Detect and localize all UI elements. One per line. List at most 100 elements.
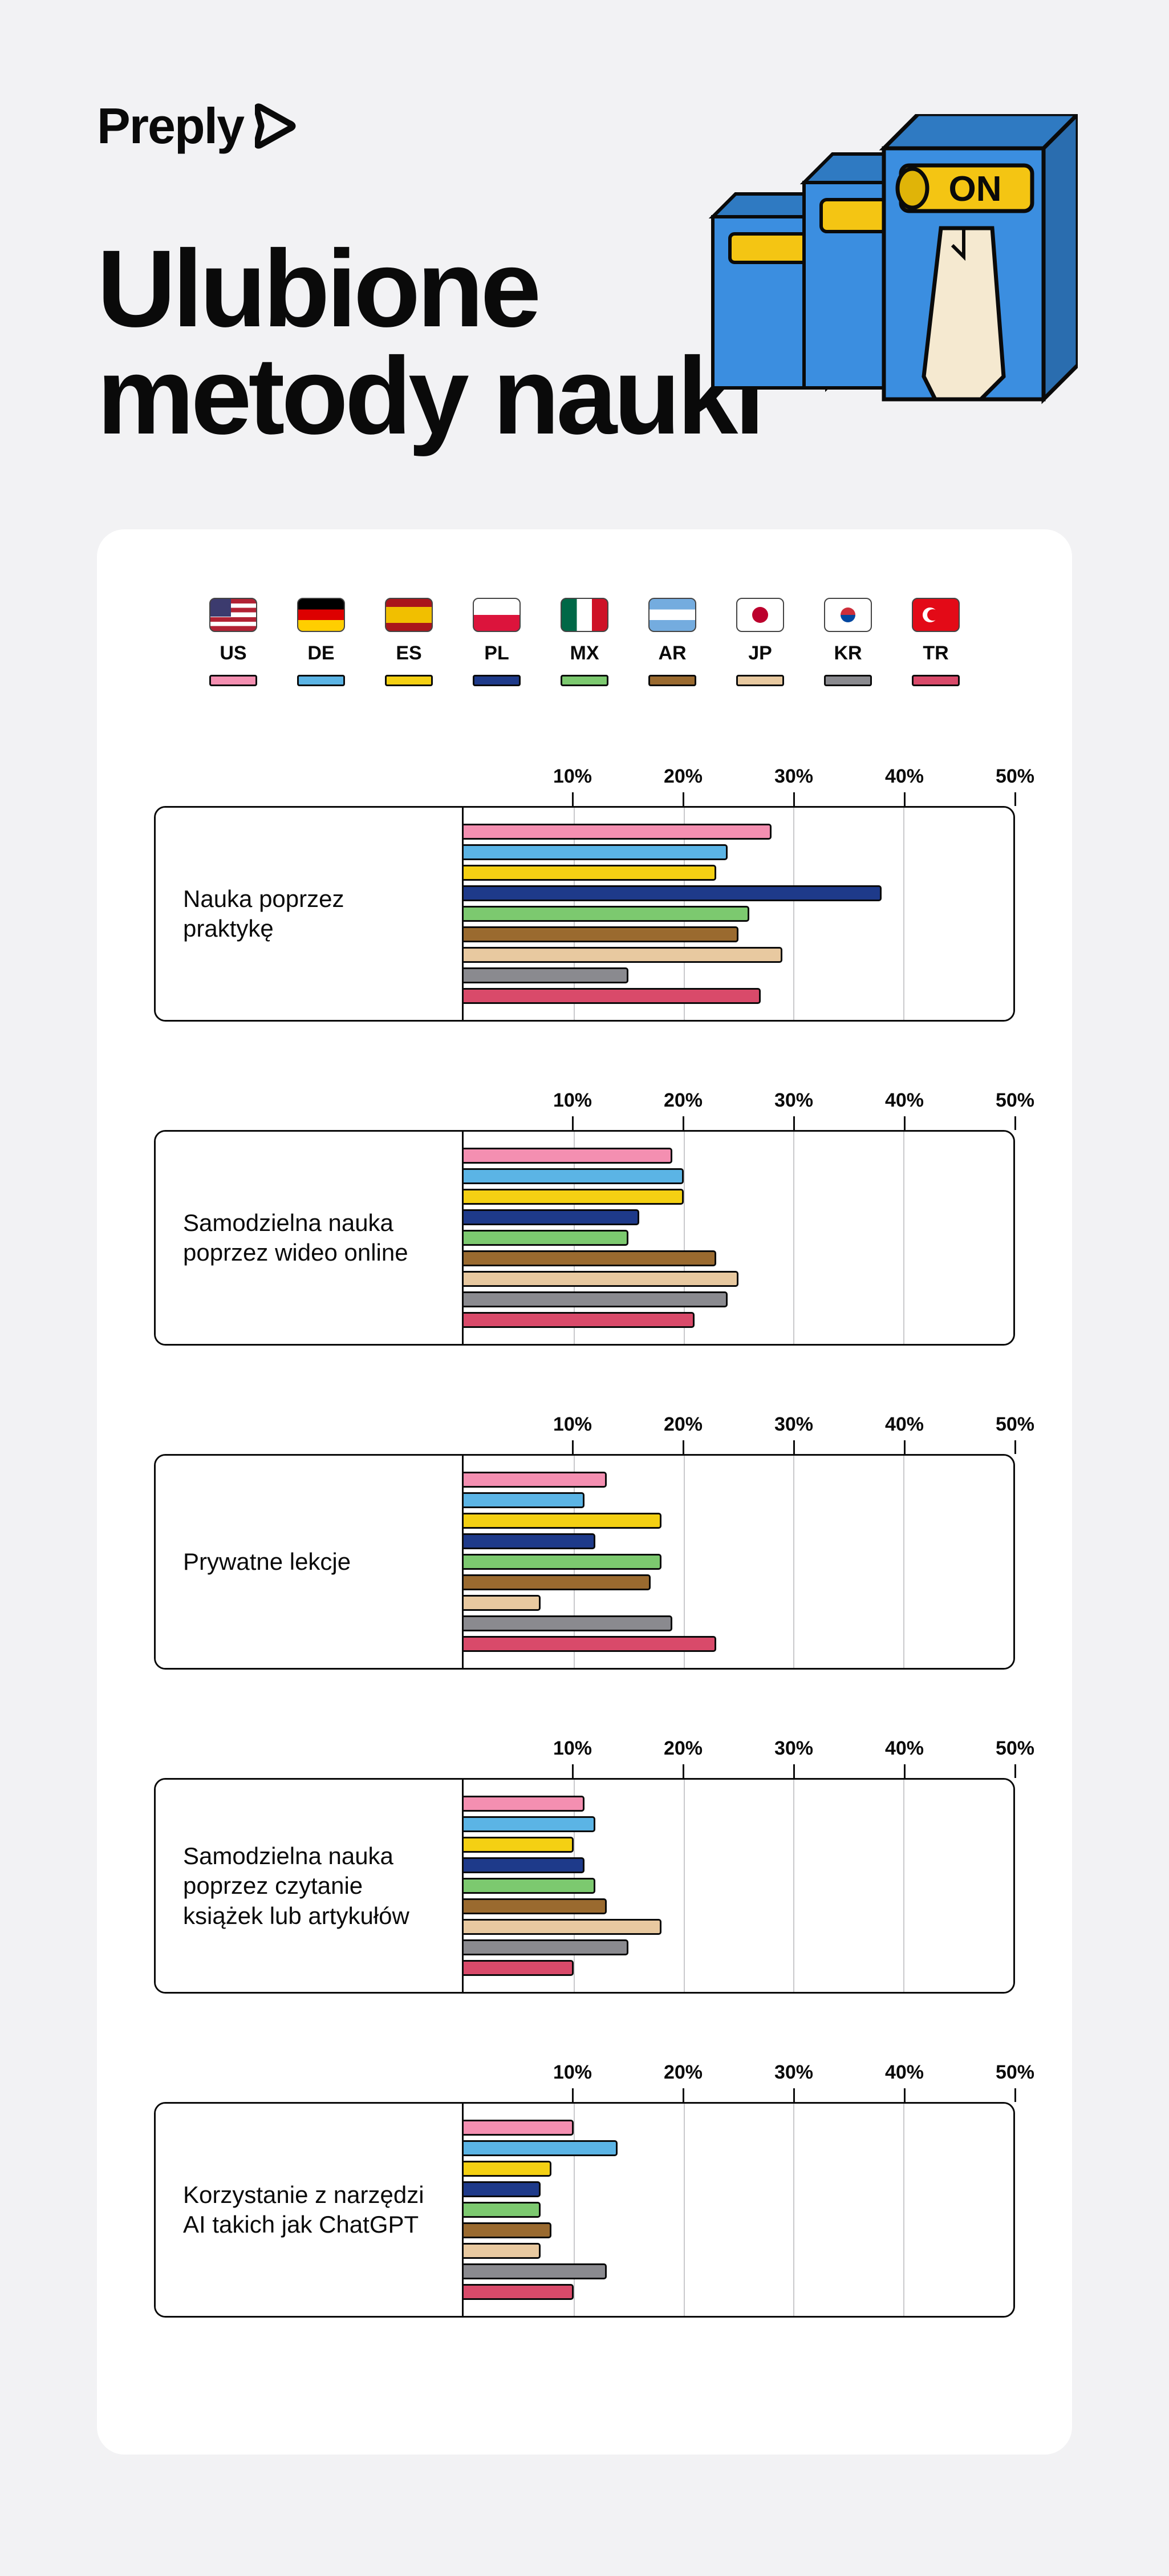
axis-label: 20% <box>664 1413 703 1436</box>
flag-icon-ar <box>648 598 696 632</box>
chart-body: Nauka poprzez praktykę <box>154 806 1015 1022</box>
bar-tr <box>464 988 761 1004</box>
chart-label-cell: Korzystanie z narzędzi AI takich jak Cha… <box>156 2104 464 2316</box>
axis-tick: 20% <box>664 2061 703 2102</box>
bars-cell <box>464 1456 1013 1668</box>
bar-pl <box>464 1533 595 1549</box>
axis-tick: 40% <box>885 1413 924 1454</box>
bar-us <box>464 1472 607 1488</box>
axis-label: 20% <box>664 2061 703 2084</box>
legend-item-jp: JP <box>729 598 791 686</box>
bar-kr <box>464 1615 672 1631</box>
bar-de <box>464 1816 595 1832</box>
axis-label: 30% <box>774 1089 813 1112</box>
bars <box>464 1472 1013 1652</box>
bar-jp <box>464 1271 738 1287</box>
axis-label: 20% <box>664 765 703 788</box>
chart-axis: 10%20%30%40%50% <box>462 1079 1015 1130</box>
legend-swatch <box>297 675 345 686</box>
bar-ar <box>464 1574 651 1590</box>
bar-jp <box>464 1919 661 1935</box>
axis-tick: 40% <box>885 2061 924 2102</box>
bar-de <box>464 2140 618 2156</box>
legend-item-tr: TR <box>904 598 967 686</box>
bar-pl <box>464 2181 541 2197</box>
axis-label: 40% <box>885 1413 924 1436</box>
chart-card: USDEESPLMXARJPKRTR 10%20%30%40%50%Nauka … <box>97 529 1072 2455</box>
axis-label: 50% <box>996 1413 1034 1436</box>
hero-illustration: ON <box>679 114 1078 448</box>
bar-de <box>464 1168 684 1184</box>
chart-axis: 10%20%30%40%50% <box>462 755 1015 806</box>
flag-icon-us <box>209 598 257 632</box>
axis-tick: 50% <box>996 765 1034 806</box>
axis-mark <box>1014 792 1016 806</box>
chart-body: Korzystanie z narzędzi AI takich jak Cha… <box>154 2102 1015 2318</box>
chart-block: 10%20%30%40%50%Korzystanie z narzędzi AI… <box>154 2051 1015 2318</box>
axis-label: 50% <box>996 765 1034 788</box>
chart-label-cell: Nauka poprzez praktykę <box>156 808 464 1020</box>
legend-item-pl: PL <box>465 598 528 686</box>
axis-mark <box>1014 2088 1016 2102</box>
axis-label: 20% <box>664 1089 703 1112</box>
title-line-2: metody nauki <box>97 334 762 457</box>
legend-swatch <box>385 675 433 686</box>
bar-jp <box>464 1595 541 1611</box>
legend-swatch <box>561 675 608 686</box>
flag-icon-kr <box>824 598 872 632</box>
bars <box>464 1148 1013 1328</box>
axis-label: 10% <box>553 1089 592 1112</box>
axis-label: 50% <box>996 1737 1034 1760</box>
chart-label: Samodzielna nauka poprzez wideo online <box>183 1208 435 1268</box>
legend-item-us: US <box>202 598 265 686</box>
axis-mark <box>904 2088 906 2102</box>
bars-cell <box>464 2104 1013 2316</box>
legend-item-de: DE <box>290 598 352 686</box>
legend-swatch <box>736 675 784 686</box>
axis-mark <box>683 1116 684 1130</box>
axis-label: 40% <box>885 765 924 788</box>
axis-tick: 40% <box>885 1089 924 1130</box>
legend-swatch <box>648 675 696 686</box>
axis-mark <box>904 1116 906 1130</box>
axis-tick: 50% <box>996 1089 1034 1130</box>
bar-kr <box>464 2263 607 2279</box>
bar-kr <box>464 1939 628 1955</box>
chart-label: Prywatne lekcje <box>183 1547 351 1577</box>
axis-tick: 50% <box>996 1737 1034 1778</box>
flag-icon-es <box>385 598 433 632</box>
axis-mark <box>1014 1764 1016 1778</box>
brand-mark-icon <box>255 103 299 149</box>
flag-icon-de <box>297 598 345 632</box>
bar-tr <box>464 2284 574 2300</box>
infographic-page: Preply <box>0 0 1169 2576</box>
axis-tick: 30% <box>774 765 813 806</box>
legend-item-es: ES <box>378 598 440 686</box>
bar-es <box>464 1189 684 1205</box>
chart-block: 10%20%30%40%50%Samodzielna nauka poprzez… <box>154 1727 1015 1994</box>
chart-label-cell: Samodzielna nauka poprzez wideo online <box>156 1132 464 1344</box>
axis-tick: 30% <box>774 1737 813 1778</box>
axis-label: 30% <box>774 1413 813 1436</box>
brand-name: Preply <box>97 97 243 155</box>
axis-tick: 20% <box>664 1413 703 1454</box>
bar-kr <box>464 967 628 983</box>
axis-tick: 40% <box>885 765 924 806</box>
bar-ar <box>464 1250 716 1266</box>
axis-tick: 20% <box>664 765 703 806</box>
legend-swatch <box>473 675 521 686</box>
bar-kr <box>464 1291 728 1307</box>
axis-label: 40% <box>885 1089 924 1112</box>
axis-mark <box>1014 1116 1016 1130</box>
legend-item-kr: KR <box>817 598 879 686</box>
bar-us <box>464 2120 574 2136</box>
bar-es <box>464 1837 574 1853</box>
axis-mark <box>572 1116 574 1130</box>
legend-item-ar: AR <box>641 598 704 686</box>
bar-tr <box>464 1636 716 1652</box>
axis-tick: 10% <box>553 1737 592 1778</box>
legend-code: US <box>220 642 246 665</box>
legend-swatch <box>912 675 960 686</box>
flag-icon-jp <box>736 598 784 632</box>
legend: USDEESPLMXARJPKRTR <box>154 598 1015 686</box>
